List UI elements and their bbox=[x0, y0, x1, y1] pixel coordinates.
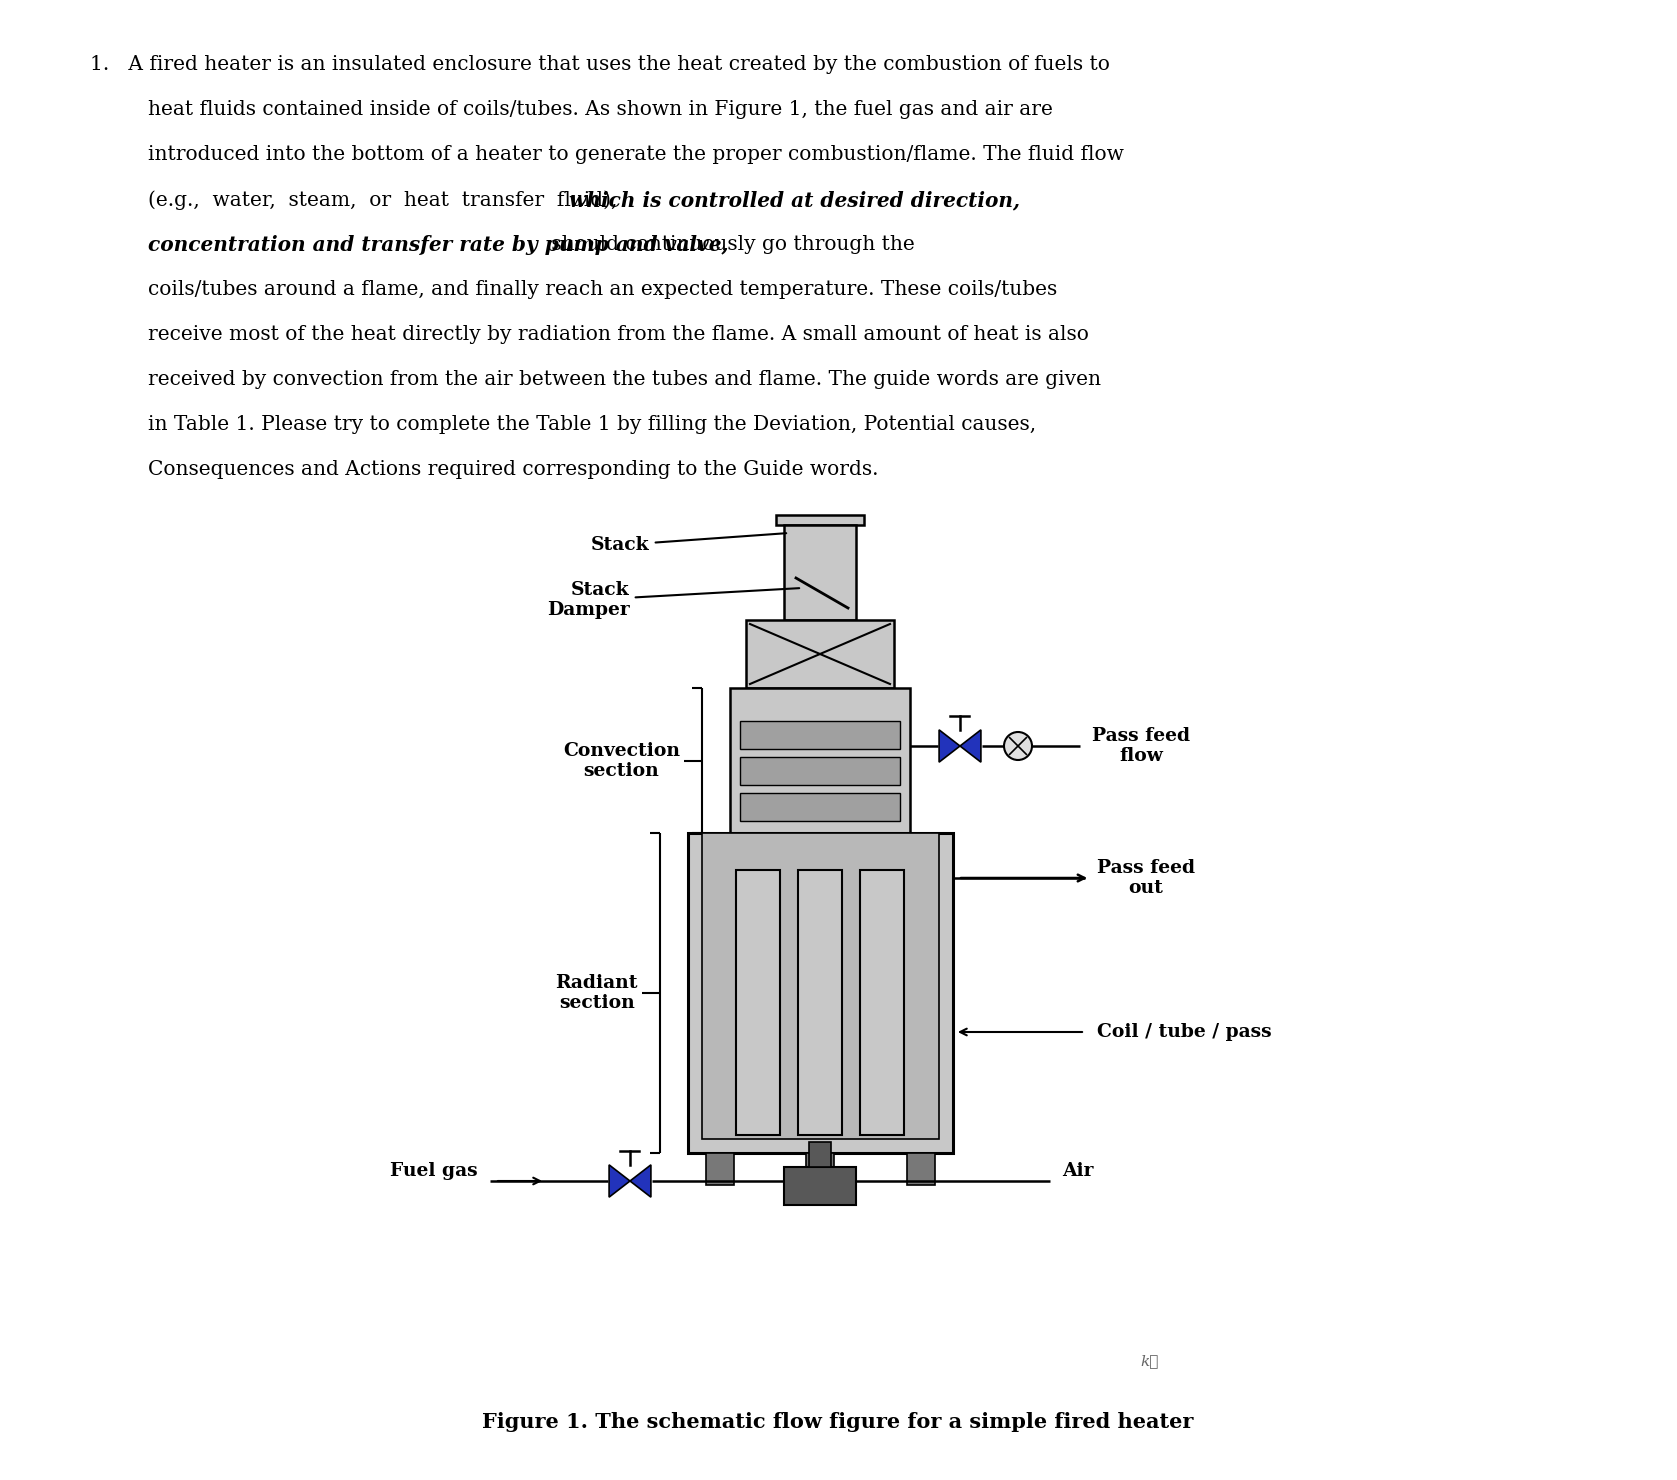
Bar bbox=[688, 833, 953, 1153]
Text: 1.   A fired heater is an insulated enclosure that uses the heat created by the : 1. A fired heater is an insulated enclos… bbox=[91, 55, 1110, 74]
Text: Consequences and Actions required corresponding to the Guide words.: Consequences and Actions required corres… bbox=[148, 460, 879, 480]
Text: received by convection from the air between the tubes and flame. The guide words: received by convection from the air betw… bbox=[148, 370, 1102, 389]
Text: Fuel gas: Fuel gas bbox=[391, 1162, 478, 1180]
Bar bbox=[740, 721, 901, 749]
Bar bbox=[907, 1153, 936, 1185]
Bar bbox=[808, 1143, 832, 1168]
Text: in Table 1. Please try to complete the Table 1 by filling the Deviation, Potenti: in Table 1. Please try to complete the T… bbox=[148, 414, 1036, 434]
Text: coils/tubes around a flame, and finally reach an expected temperature. These coi: coils/tubes around a flame, and finally … bbox=[148, 280, 1057, 299]
Text: Pass feed
out: Pass feed out bbox=[1097, 858, 1196, 897]
Polygon shape bbox=[631, 1165, 651, 1197]
Text: which is controlled at desired direction,: which is controlled at desired direction… bbox=[570, 189, 1020, 210]
Text: introduced into the bottom of a heater to generate the proper combustion/flame. : introduced into the bottom of a heater t… bbox=[148, 145, 1124, 164]
Text: kⲧ: kⲧ bbox=[1140, 1354, 1159, 1368]
Text: Coil / tube / pass: Coil / tube / pass bbox=[1097, 1023, 1271, 1040]
Bar bbox=[706, 1153, 735, 1185]
Text: receive most of the heat directly by radiation from the flame. A small amount of: receive most of the heat directly by rad… bbox=[148, 326, 1088, 343]
Bar bbox=[729, 688, 911, 833]
Bar bbox=[860, 870, 904, 1135]
Polygon shape bbox=[959, 730, 981, 762]
Text: heat fluids contained inside of coils/tubes. As shown in Figure 1, the fuel gas : heat fluids contained inside of coils/tu… bbox=[148, 101, 1053, 118]
Polygon shape bbox=[939, 730, 959, 762]
Circle shape bbox=[1005, 733, 1031, 761]
Text: Stack
Damper: Stack Damper bbox=[547, 580, 800, 620]
Bar bbox=[807, 1153, 833, 1185]
Text: Stack: Stack bbox=[592, 533, 787, 554]
Bar bbox=[785, 1168, 855, 1205]
Bar bbox=[785, 525, 855, 620]
Text: Air: Air bbox=[1062, 1162, 1093, 1180]
Text: Figure 1. The schematic flow figure for a simple fired heater: Figure 1. The schematic flow figure for … bbox=[483, 1412, 1194, 1433]
Text: Radiant
section: Radiant section bbox=[555, 974, 637, 1012]
Text: concentration and transfer rate by pump and valve,: concentration and transfer rate by pump … bbox=[148, 235, 728, 255]
Text: (e.g.,  water,  steam,  or  heat  transfer  fluid),: (e.g., water, steam, or heat transfer fl… bbox=[148, 189, 631, 210]
Bar bbox=[736, 870, 780, 1135]
Polygon shape bbox=[609, 1165, 631, 1197]
Bar bbox=[703, 833, 939, 1140]
Bar bbox=[740, 793, 901, 821]
Bar bbox=[798, 870, 842, 1135]
Bar bbox=[746, 620, 894, 688]
Bar bbox=[776, 515, 864, 525]
Text: Pass feed
flow: Pass feed flow bbox=[1092, 727, 1191, 765]
Text: Convection
section: Convection section bbox=[563, 741, 679, 780]
Text: should continuously go through the: should continuously go through the bbox=[545, 235, 916, 255]
Bar bbox=[740, 756, 901, 784]
